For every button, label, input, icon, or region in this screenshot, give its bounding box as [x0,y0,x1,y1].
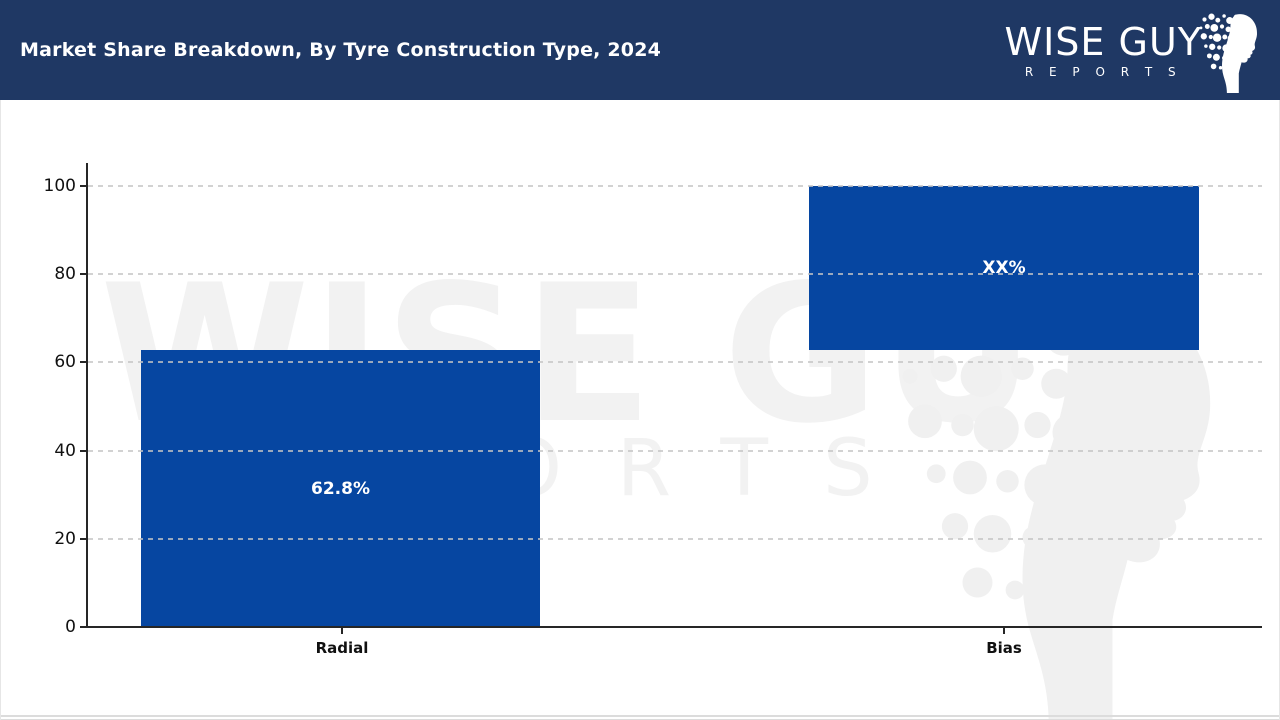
x-tick-mark-radial [341,628,343,634]
brand-logo-text: WISE GUY R E P O R T S [1004,20,1202,79]
bottom-rule [0,715,1280,717]
y-tick-mark-0 [80,626,86,628]
y-tick-mark-100 [80,185,86,187]
y-tick-mark-80 [80,273,86,276]
x-tick-label-radial: Radial [315,639,369,657]
header: Market Share Breakdown, By Tyre Construc… [0,0,1280,100]
chart-area: WISE GUY REPORTS 62.8% XX% [0,100,1280,720]
x-tick-mark-bias [1003,628,1005,634]
brand-logo: WISE GUY R E P O R T S [1005,6,1268,96]
brand-name: WISE GUY [1004,20,1202,65]
y-tick-label-80: 80 [54,264,76,285]
bar-value-label-radial: 62.8% [311,478,370,499]
left-edge [0,100,1,720]
y-tick-label-0: 0 [65,617,76,637]
y-tick-mark-20 [80,537,86,540]
y-tick-mark-40 [80,449,86,452]
bar-radial: 62.8% [141,350,540,627]
y-tick-label-20: 20 [54,528,76,549]
y-tick-label-100: 100 [43,176,76,196]
bar-value-label-bias: XX% [982,258,1026,279]
page-title: Market Share Breakdown, By Tyre Construc… [20,39,662,61]
x-axis-spine [86,626,1262,628]
y-tick-mark-60 [80,361,86,364]
x-tick-label-bias: Bias [986,639,1022,657]
axes-layer: 0 20 40 60 80 100 Radial Bias [0,100,1280,720]
y-axis-spine [86,163,88,628]
brand-subname: R E P O R T S [1024,64,1182,79]
y-tick-label-40: 40 [54,440,76,461]
brand-face-icon [1199,13,1258,93]
y-tick-label-60: 60 [54,352,76,373]
